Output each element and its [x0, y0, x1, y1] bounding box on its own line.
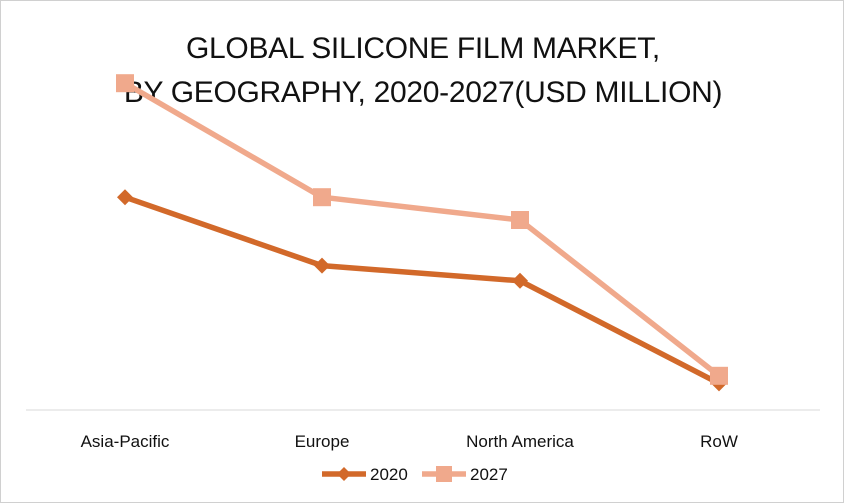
point-2027-3	[511, 211, 529, 229]
legend: 2020 2027	[322, 465, 508, 484]
series-layer	[116, 74, 728, 392]
series-2027	[116, 74, 728, 385]
x-tick-label: Asia-Pacific	[81, 432, 170, 451]
point-2027-1	[116, 74, 134, 93]
point-2020-2	[314, 257, 330, 274]
x-tick-label: RoW	[700, 432, 738, 451]
series-line-2027	[122, 80, 722, 379]
chart-title-line-2: BY GEOGRAPHY, 2020-2027(USD MILLION)	[123, 76, 723, 109]
series-line-2020	[122, 194, 722, 387]
x-tick-label: Europe	[295, 432, 350, 451]
series-2020	[117, 189, 727, 392]
legend-item-2027: 2027	[422, 465, 508, 484]
legend-label-2027: 2027	[470, 465, 508, 484]
x-tick-label: North America	[466, 432, 574, 451]
legend-marker-2027	[436, 466, 452, 482]
chart-title: GLOBAL SILICONE FILM MARKET, BY GEOGRAPH…	[1, 27, 844, 115]
point-2027-2	[313, 188, 331, 207]
point-2020-3	[512, 272, 528, 289]
legend-item-2020: 2020	[322, 465, 408, 484]
legend-label-2020: 2020	[370, 465, 408, 484]
point-2020-1	[117, 189, 133, 206]
chart-title-line-1: GLOBAL SILICONE FILM MARKET,	[186, 32, 660, 65]
point-2027-4	[710, 366, 728, 385]
legend-marker-2020	[337, 467, 351, 481]
x-tick-labels: Asia-Pacific Europe North America RoW	[81, 432, 738, 451]
